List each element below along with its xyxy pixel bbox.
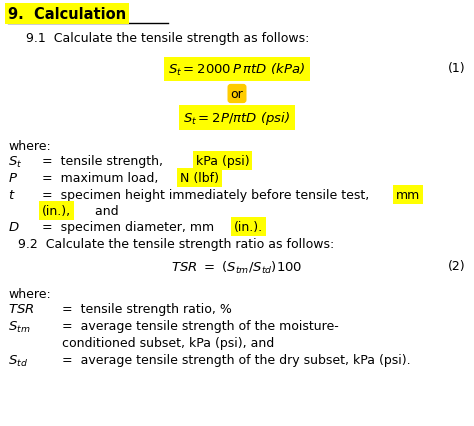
Text: $P$: $P$ <box>8 172 18 184</box>
Text: $D$: $D$ <box>8 221 19 233</box>
Text: mm: mm <box>396 189 420 201</box>
Text: where:: where: <box>8 140 51 153</box>
Text: =  specimen height immediately before tensile test,: = specimen height immediately before ten… <box>42 189 373 201</box>
Text: 9.2  Calculate the tensile strength ratio as follows:: 9.2 Calculate the tensile strength ratio… <box>18 237 334 250</box>
Text: 9.1  Calculate the tensile strength as follows:: 9.1 Calculate the tensile strength as fo… <box>26 32 310 45</box>
Text: $t$: $t$ <box>8 189 16 201</box>
Text: where:: where: <box>8 287 51 300</box>
Text: =  tensile strength,: = tensile strength, <box>42 155 167 167</box>
Text: or: or <box>231 88 243 101</box>
Text: =  average tensile strength of the dry subset, kPa (psi).: = average tensile strength of the dry su… <box>62 353 410 366</box>
Text: conditioned subset, kPa (psi), and: conditioned subset, kPa (psi), and <box>62 336 274 349</box>
Text: =  maximum load,: = maximum load, <box>42 172 163 184</box>
Text: $S_{tm}$: $S_{tm}$ <box>8 319 30 334</box>
Text: (2): (2) <box>448 259 465 272</box>
Text: $TSR$: $TSR$ <box>8 302 35 315</box>
Text: (in.).: (in.). <box>234 221 263 233</box>
Text: $S_t = 2P/\pi tD$ (psi): $S_t = 2P/\pi tD$ (psi) <box>183 110 291 127</box>
Text: and: and <box>91 204 118 218</box>
Text: kPa (psi): kPa (psi) <box>196 155 250 167</box>
Text: $S_t = 2000\,P\,\pi tD$ (kPa): $S_t = 2000\,P\,\pi tD$ (kPa) <box>168 62 306 78</box>
Text: =  tensile strength ratio, %: = tensile strength ratio, % <box>62 302 232 315</box>
Text: N (lbf): N (lbf) <box>180 172 219 184</box>
Text: (1): (1) <box>448 62 465 75</box>
Text: =  average tensile strength of the moisture-: = average tensile strength of the moistu… <box>62 319 339 332</box>
Text: $TSR\ =\ (S_{tm}/S_{td})100$: $TSR\ =\ (S_{tm}/S_{td})100$ <box>171 259 303 276</box>
Text: $S_{td}$: $S_{td}$ <box>8 353 28 368</box>
Text: (in.),: (in.), <box>42 204 71 218</box>
Text: =  specimen diameter, mm: = specimen diameter, mm <box>42 221 218 233</box>
Text: $S_t$: $S_t$ <box>8 155 22 170</box>
Text: 9.  Calculation: 9. Calculation <box>8 7 126 22</box>
